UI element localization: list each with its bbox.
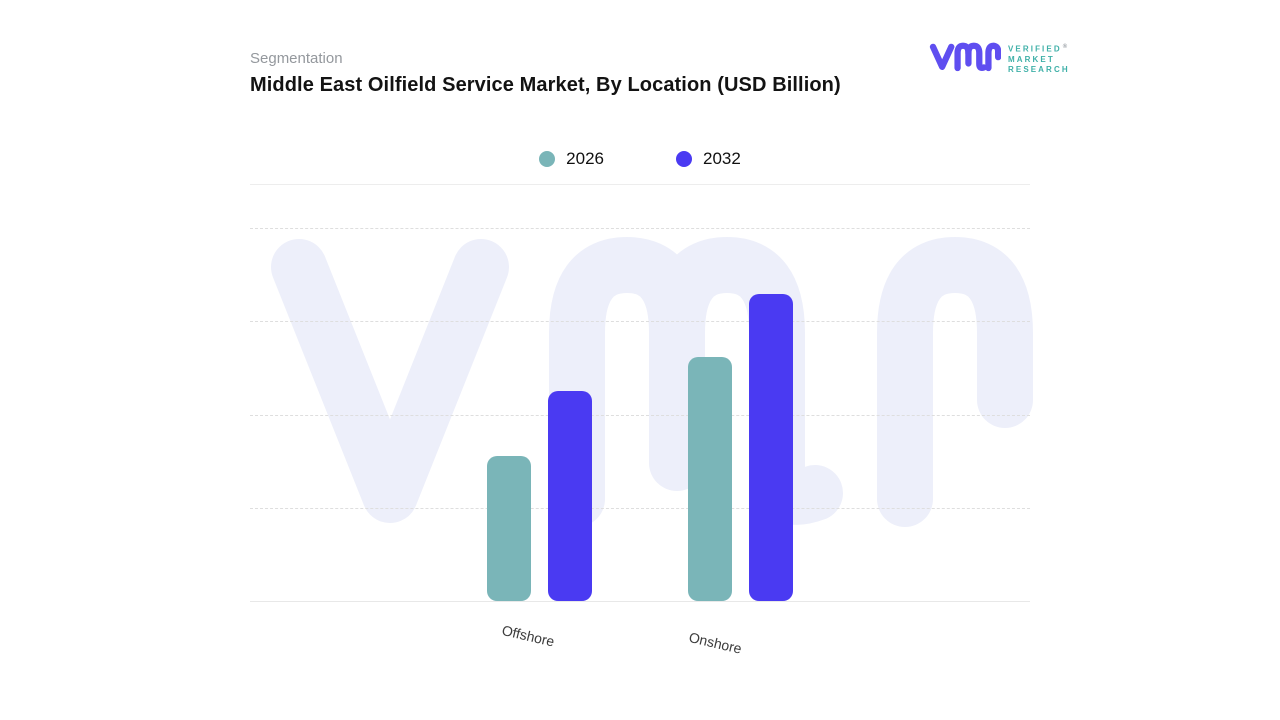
gridline bbox=[250, 414, 1030, 416]
logo-line-verified: VERIFIED® bbox=[1008, 44, 1068, 54]
bar-offshore-2026[interactable] bbox=[487, 456, 531, 601]
legend-label-2032: 2032 bbox=[703, 149, 741, 168]
vmr-logo: VERIFIED® MARKET RESEARCH bbox=[929, 38, 1070, 79]
x-axis-label-onshore: Onshore bbox=[687, 629, 744, 657]
bar-onshore-2026[interactable] bbox=[688, 356, 732, 601]
legend-item-2032[interactable]: 2032 bbox=[676, 149, 741, 169]
gridline bbox=[250, 321, 1030, 323]
vmr-watermark-icon bbox=[260, 225, 1040, 540]
vmr-logo-mark-icon bbox=[929, 38, 1002, 79]
bar-onshore-2032[interactable] bbox=[749, 294, 793, 601]
legend-divider bbox=[250, 184, 1030, 185]
legend-label-2026: 2026 bbox=[566, 149, 604, 168]
gridline bbox=[250, 507, 1030, 509]
section-eyebrow: Segmentation bbox=[250, 50, 343, 67]
logo-line-market: MARKET bbox=[1008, 54, 1055, 64]
legend-dot-2032 bbox=[676, 151, 692, 167]
legend-item-2026[interactable]: 2026 bbox=[539, 149, 604, 169]
bar-offshore-2032[interactable] bbox=[548, 391, 592, 601]
page-title: Middle East Oilfield Service Market, By … bbox=[250, 74, 841, 96]
vmr-logo-text: VERIFIED® MARKET RESEARCH bbox=[1008, 42, 1070, 75]
registered-mark: ® bbox=[1062, 44, 1068, 51]
legend: 2026 2032 bbox=[250, 149, 1030, 169]
x-axis-line bbox=[250, 601, 1030, 602]
logo-line-research: RESEARCH bbox=[1008, 64, 1070, 74]
x-axis-label-offshore: Offshore bbox=[500, 622, 557, 650]
legend-dot-2026 bbox=[539, 151, 556, 167]
gridline bbox=[250, 228, 1030, 229]
